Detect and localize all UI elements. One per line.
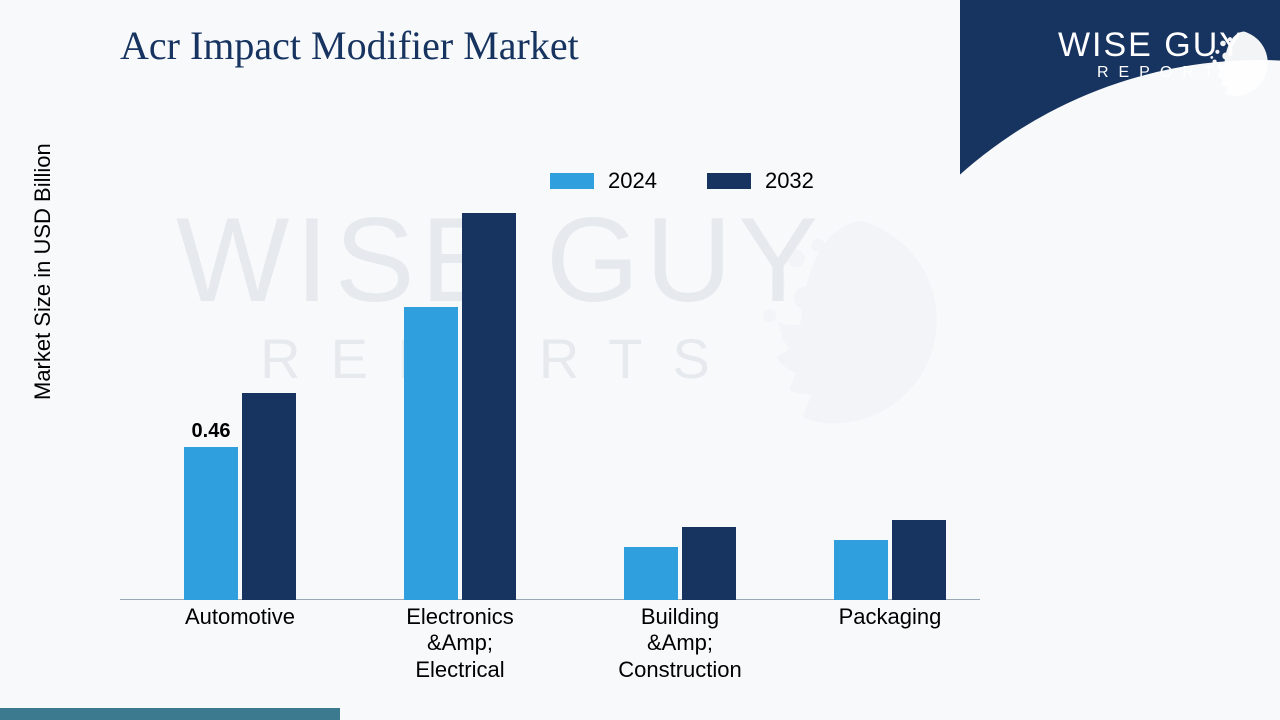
bar (892, 520, 946, 600)
category-label: Automotive (140, 604, 340, 630)
legend-swatch-2032 (707, 173, 751, 189)
bar (462, 213, 516, 600)
legend-label-2032: 2032 (765, 168, 814, 194)
chart-stage: WISE GUY REPORTS WISE GUY REPORTS Acr Im… (0, 0, 1280, 720)
bar (404, 307, 458, 600)
bar (834, 540, 888, 600)
legend-swatch-2024 (550, 173, 594, 189)
legend-item-2024: 2024 (550, 168, 657, 194)
legend: 2024 2032 (550, 168, 814, 194)
category-label: Building&Amp;Construction (580, 604, 780, 683)
category-label: Electronics&Amp;Electrical (360, 604, 560, 683)
bar (184, 447, 238, 600)
plot-area: 0.46 (120, 200, 980, 600)
y-axis-label: Market Size in USD Billion (30, 143, 56, 400)
bar (682, 527, 736, 600)
chart-title: Acr Impact Modifier Market (120, 22, 579, 69)
category-label: Packaging (790, 604, 990, 630)
bar (242, 393, 296, 600)
legend-item-2032: 2032 (707, 168, 814, 194)
logo-head-icon (1202, 28, 1272, 98)
bottom-accent-bar (0, 708, 340, 720)
legend-label-2024: 2024 (608, 168, 657, 194)
bar (624, 547, 678, 600)
bar-value-label: 0.46 (181, 420, 241, 443)
